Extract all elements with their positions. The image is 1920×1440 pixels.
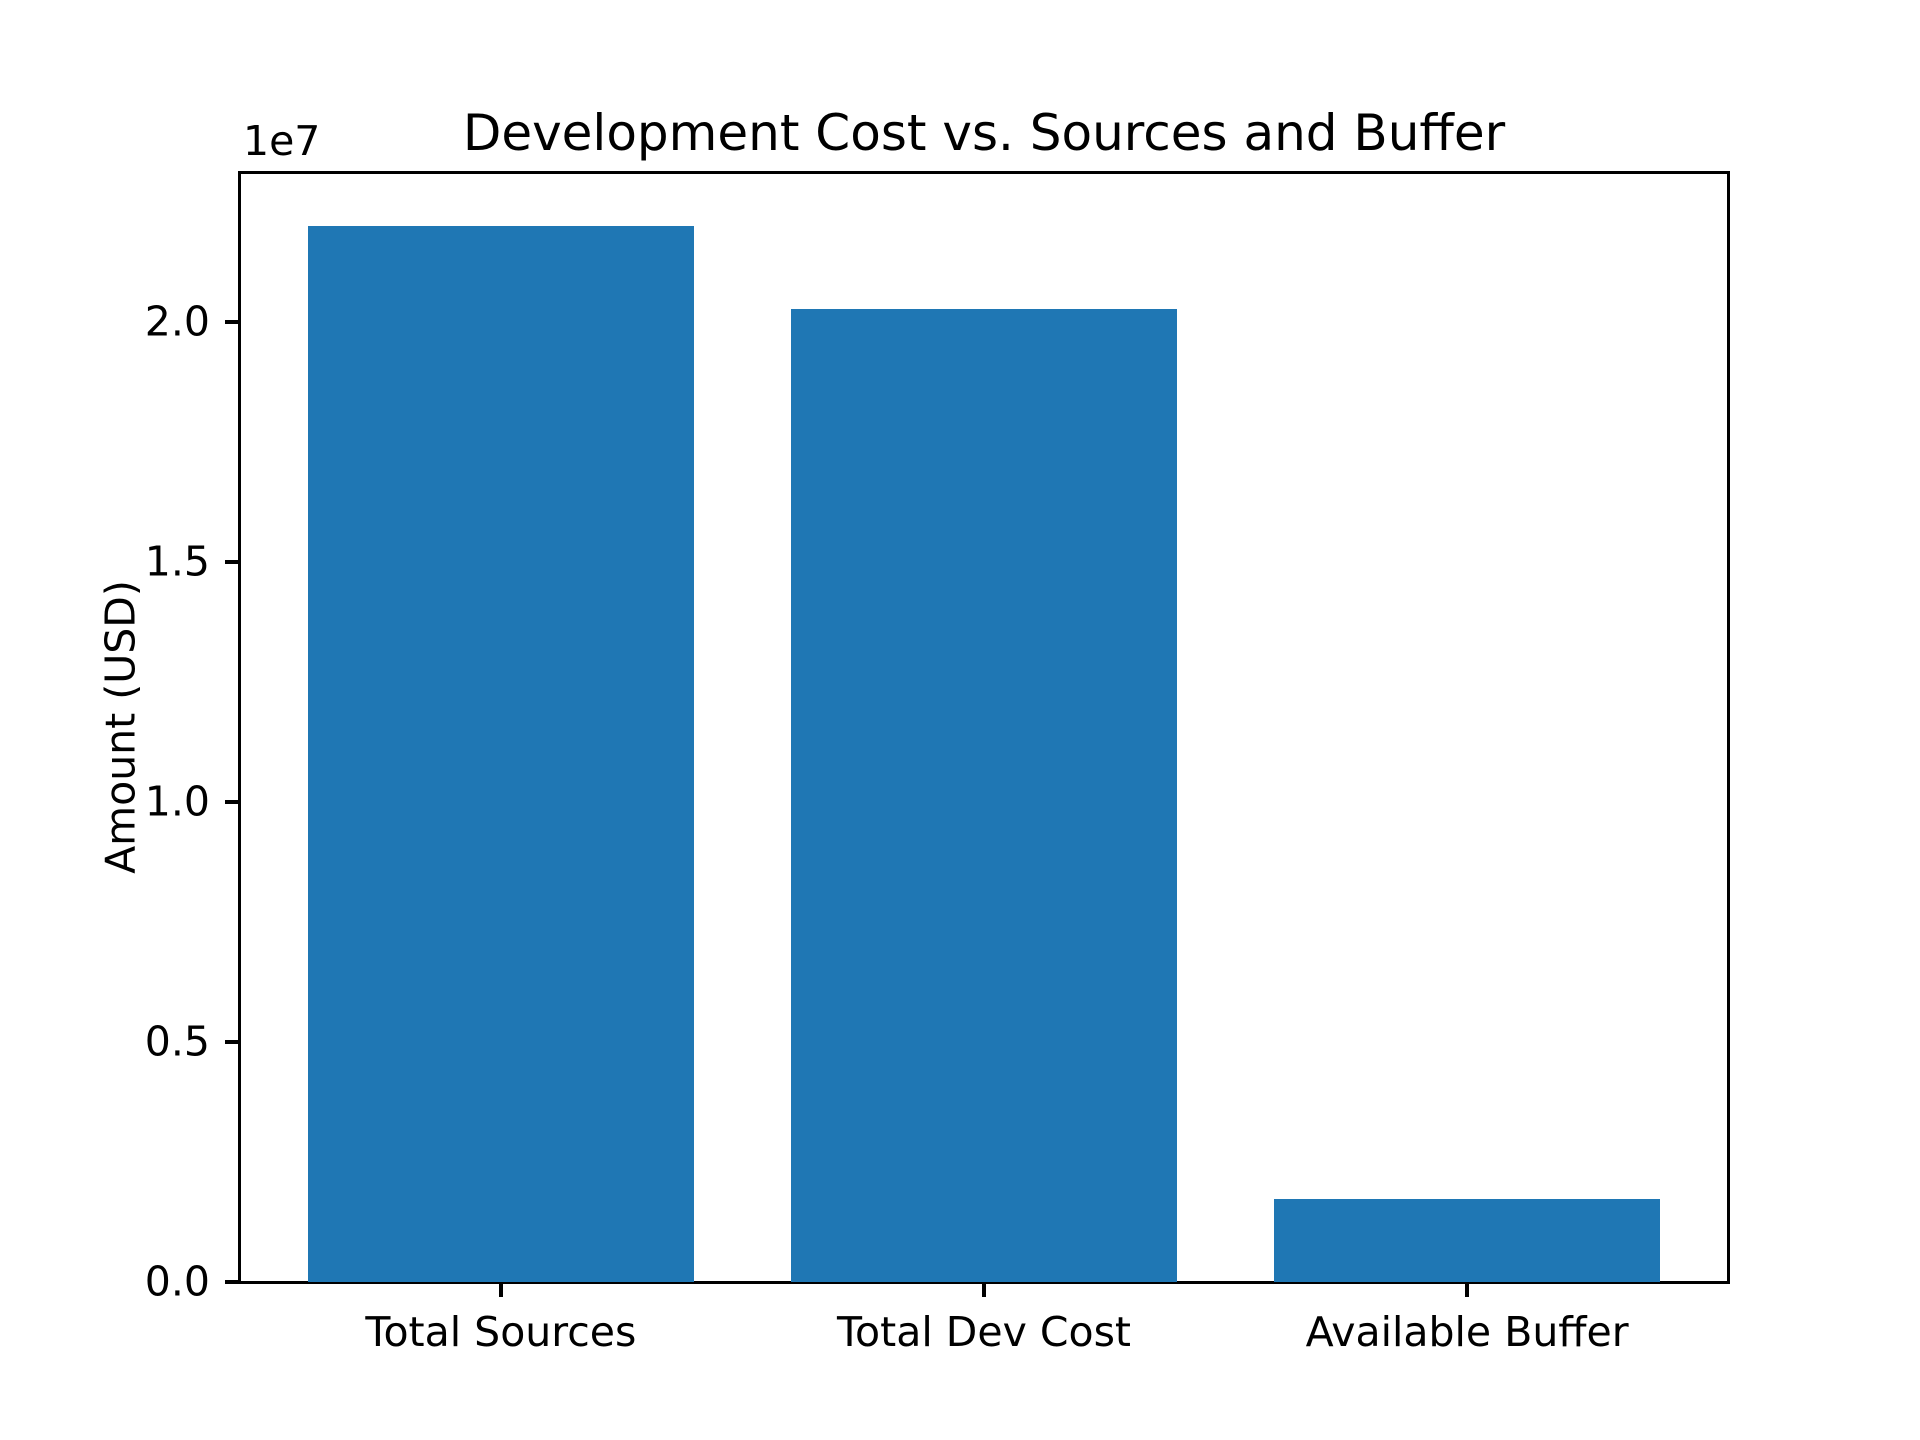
x-tick-label: Total Sources — [365, 1308, 637, 1356]
bar-total-dev-cost — [790, 308, 1178, 1282]
y-tick-label: 1.5 — [144, 537, 210, 586]
y-tick-label: 0.5 — [144, 1017, 210, 1066]
y-tick-label: 0.0 — [144, 1257, 210, 1306]
y-tick-mark — [225, 320, 240, 324]
bar-total-sources — [307, 225, 695, 1282]
y-axis-label: Amount (USD) — [96, 580, 145, 874]
x-tick-mark — [499, 1282, 503, 1297]
y-axis-offset-label: 1e7 — [243, 117, 321, 165]
y-tick-mark — [225, 800, 240, 804]
bar-available-buffer — [1273, 1198, 1661, 1282]
y-tick-mark — [225, 1040, 240, 1044]
y-tick-mark — [225, 1280, 240, 1284]
x-tick-label: Total Dev Cost — [836, 1308, 1132, 1356]
y-tick-mark — [225, 560, 240, 564]
y-tick-label: 2.0 — [144, 297, 210, 346]
x-tick-mark — [982, 1282, 986, 1297]
y-tick-label: 1.0 — [144, 777, 210, 826]
chart-title: Development Cost vs. Sources and Buffer — [462, 104, 1506, 162]
x-tick-mark — [1465, 1282, 1469, 1297]
x-tick-label: Available Buffer — [1305, 1308, 1629, 1356]
